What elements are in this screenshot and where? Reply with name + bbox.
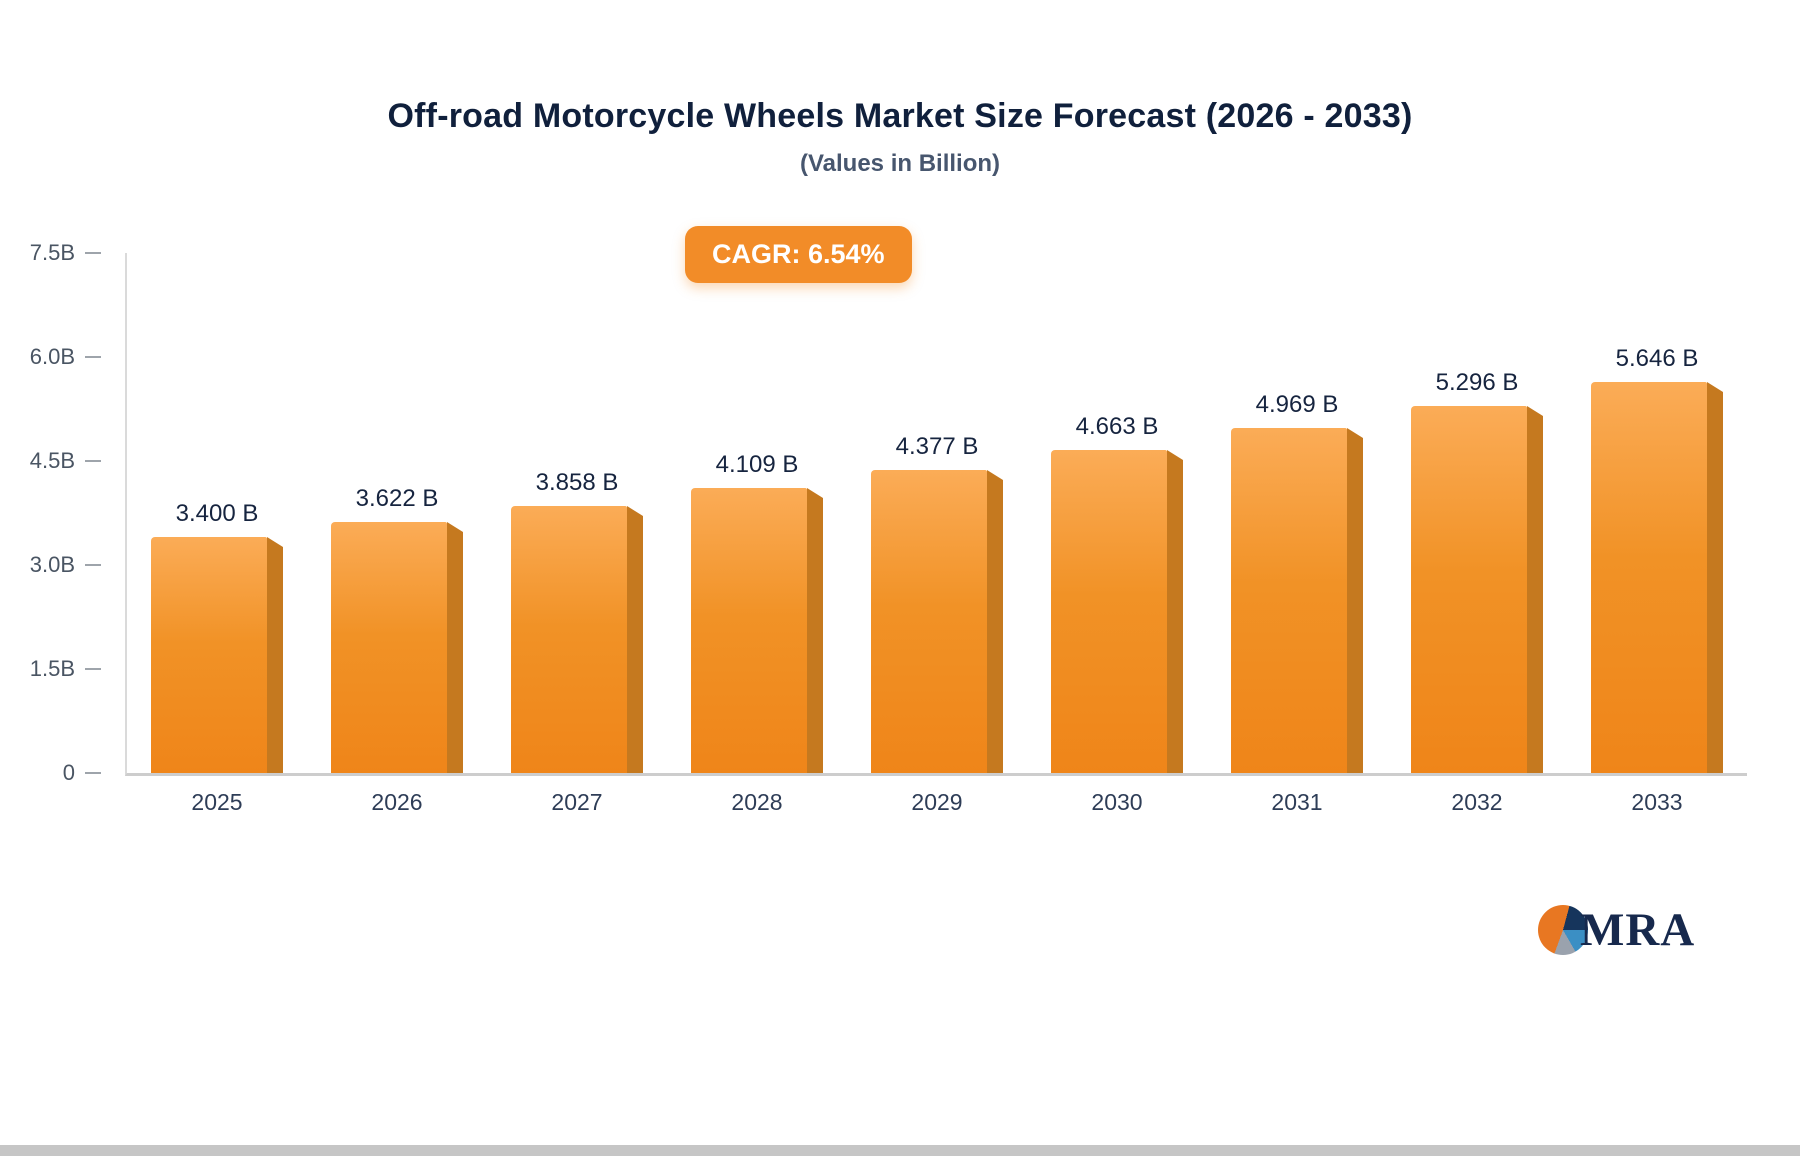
y-axis-tick: 7.5B: [30, 240, 125, 266]
y-axis-tick-label: 7.5B: [29, 240, 75, 265]
cagr-badge: CAGR: 6.54%: [685, 226, 912, 283]
bar-side-face: [1707, 382, 1723, 773]
chart-subtitle: (Values in Billion): [799, 150, 1001, 177]
window-bottom-strip: [0, 1145, 1800, 1156]
bar-front-face: [331, 522, 447, 773]
bar-side-face: [1527, 406, 1543, 773]
bar-group: 4.377 B 2029: [847, 433, 1027, 815]
bar-value-label: 4.663 B: [1075, 413, 1159, 440]
y-axis-tick: 3.0B: [30, 552, 125, 578]
bar: [691, 488, 823, 773]
bar: [1591, 382, 1723, 773]
bar-side-face: [627, 506, 643, 773]
bar: [1231, 428, 1363, 773]
bar-value-label: 3.622 B: [355, 485, 439, 512]
bar-group: 4.109 B 2028: [667, 451, 847, 815]
bar-group: 4.663 B 2030: [1027, 413, 1207, 815]
mra-logo-pie-icon: [1538, 905, 1588, 955]
y-axis-tick-label: 6.0B: [29, 344, 75, 369]
bar: [151, 537, 283, 773]
bar-front-face: [1231, 428, 1347, 773]
bar-group: 3.622 B 2026: [307, 485, 487, 815]
bar-value-label: 4.969 B: [1255, 391, 1339, 418]
bar-value-label: 5.296 B: [1435, 369, 1519, 396]
x-axis-category-label: 2028: [731, 789, 783, 815]
x-axis-category-label: 2029: [911, 789, 963, 815]
y-axis-tick-label: 0: [62, 760, 75, 785]
y-axis-tick: 1.5B: [30, 656, 125, 682]
y-axis-tick-mark: [85, 460, 101, 462]
bar-side-face: [447, 522, 463, 773]
y-axis-tick-label: 3.0B: [29, 552, 75, 577]
y-axis-tick: 4.5B: [30, 448, 125, 474]
mra-logo-text: MRA: [1580, 904, 1696, 956]
bar: [1411, 406, 1543, 773]
bar-side-face: [267, 537, 283, 773]
y-axis-tick: 6.0B: [30, 344, 125, 370]
bar-group: 5.296 B 2032: [1387, 369, 1567, 815]
y-axis-tick-mark: [85, 772, 101, 774]
bar-group: 3.858 B 2027: [487, 469, 667, 815]
bar: [511, 506, 643, 773]
bar-value-label: 4.109 B: [715, 451, 799, 478]
bar-front-face: [511, 506, 627, 773]
bar-side-face: [1167, 450, 1183, 773]
bar-front-face: [1591, 382, 1707, 773]
bar: [331, 522, 463, 773]
bar-side-face: [1347, 428, 1363, 773]
bar-front-face: [1051, 450, 1167, 773]
x-axis-category-label: 2027: [551, 789, 603, 815]
bar-front-face: [151, 537, 267, 773]
y-axis-tick-mark: [85, 356, 101, 358]
bar-value-label: 4.377 B: [895, 433, 979, 460]
bar-value-label: 3.400 B: [175, 500, 259, 527]
y-axis-tick-label: 4.5B: [29, 448, 75, 473]
bar-side-face: [807, 488, 823, 773]
x-axis-category-label: 2033: [1631, 789, 1683, 815]
bar-group: 5.646 B 2033: [1567, 345, 1747, 815]
bar-side-face: [987, 470, 1003, 773]
mra-logo: MRA: [1538, 903, 1695, 957]
bar-group: 3.400 B 2025: [127, 500, 307, 815]
y-axis-tick-mark: [85, 564, 101, 566]
y-axis-tick-mark: [85, 668, 101, 670]
x-axis-category-label: 2031: [1271, 789, 1323, 815]
bar-front-face: [871, 470, 987, 773]
y-axis-tick-mark: [85, 252, 101, 254]
chart-title: Off-road Motorcycle Wheels Market Size F…: [387, 97, 1413, 135]
bar: [871, 470, 1003, 773]
bar-value-label: 5.646 B: [1615, 345, 1699, 372]
plot-area: 3.400 B 2025 3.622 B 2026 3.858 B 2027 4.109 B…: [125, 253, 1747, 815]
y-axis-tick: 0: [63, 760, 125, 786]
bar-front-face: [1411, 406, 1527, 773]
bar: [1051, 450, 1183, 773]
y-axis: 0 1.5B 3.0B 4.5B 6.0B 7.5B: [0, 240, 125, 785]
x-axis-category-label: 2032: [1451, 789, 1503, 815]
bar-front-face: [691, 488, 807, 773]
y-axis-tick-label: 1.5B: [29, 656, 75, 681]
bar-value-label: 3.858 B: [535, 469, 619, 496]
x-axis-category-label: 2025: [191, 789, 243, 815]
bar-group: 4.969 B 2031: [1207, 391, 1387, 815]
x-axis-category-label: 2026: [371, 789, 423, 815]
x-axis-category-label: 2030: [1091, 789, 1143, 815]
